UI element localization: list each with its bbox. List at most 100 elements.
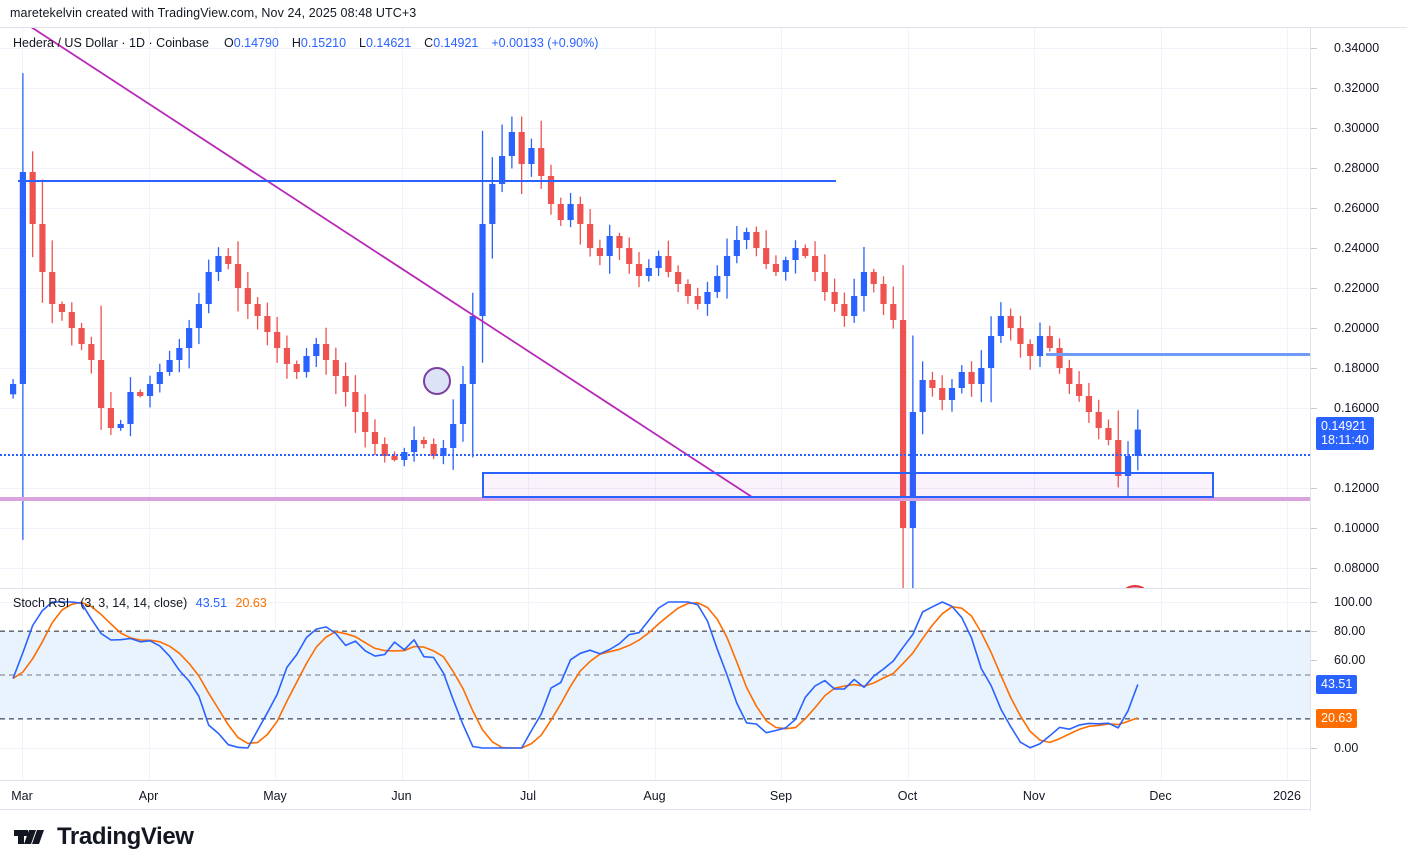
resistance-line-020[interactable] — [1046, 353, 1310, 356]
candle-body — [381, 444, 388, 456]
candle-body — [450, 424, 457, 448]
price-axis-tick-label: 0.28000 — [1334, 161, 1380, 175]
candle-body — [968, 372, 975, 384]
candle-body — [890, 304, 897, 320]
stoch-axis-tick — [1311, 660, 1317, 662]
candle-body — [723, 256, 731, 276]
candle-body — [665, 256, 672, 272]
candle-body — [675, 272, 682, 284]
stoch-k-badge[interactable]: 43.51 — [1316, 675, 1358, 695]
candle-body — [410, 440, 418, 452]
time-gridline — [908, 28, 909, 588]
candle-body — [1007, 316, 1014, 328]
candle-body — [225, 256, 232, 264]
attribution-text: maretekelvin created with TradingView.co… — [10, 6, 417, 20]
time-axis-label: Mar — [11, 789, 33, 803]
candle-body — [499, 156, 506, 184]
candle-body — [234, 264, 242, 288]
resistance-line-029[interactable] — [18, 180, 836, 182]
candle-body — [743, 232, 750, 240]
candle-body — [313, 344, 320, 356]
price-axis-tick — [1311, 328, 1317, 329]
stoch-axis-tick — [1311, 602, 1317, 603]
candle-body — [538, 148, 545, 176]
candle-body — [420, 440, 427, 444]
candle-body — [645, 268, 652, 276]
bar-countdown: 18:11:40 — [1321, 432, 1369, 447]
price-axis-tick-label: 0.08000 — [1334, 561, 1380, 575]
candle-body — [469, 316, 476, 384]
candle-body — [107, 408, 114, 428]
candle-body — [10, 384, 17, 395]
time-gridline — [1034, 28, 1035, 588]
current-price-value: 0.14921 — [1321, 418, 1367, 433]
candle-body — [362, 412, 369, 432]
stoch-rsi-pane[interactable]: Stoch RSI (3, 3, 14, 14, close) 43.51 20… — [0, 590, 1310, 780]
price-axis-tick — [1311, 568, 1317, 569]
candle-body — [587, 224, 594, 248]
time-axis-label: 2026 — [1273, 789, 1301, 803]
time-gridline — [402, 28, 403, 588]
candle-body — [528, 148, 535, 164]
time-axis[interactable]: Mar Apr May Jun Jul Aug Sep Oct Nov Dec 2026 — [0, 780, 1310, 811]
candle-body — [606, 236, 613, 256]
candle-body — [19, 172, 26, 384]
candle-body — [489, 184, 496, 224]
candle-body — [479, 224, 486, 316]
candle-body — [1066, 368, 1073, 384]
stoch-rsi-d-line — [12, 601, 1139, 749]
circle-marker[interactable] — [423, 367, 451, 395]
candle-body — [186, 328, 193, 348]
support-line-purple[interactable] — [0, 497, 1310, 501]
stoch-rsi-k-line — [12, 601, 1139, 749]
candle-body — [1115, 440, 1122, 476]
candle-body — [880, 284, 887, 304]
candle-body — [29, 172, 36, 224]
candle-body — [704, 292, 711, 304]
time-axis-label: Sep — [769, 789, 793, 803]
descending-trendline[interactable] — [28, 28, 753, 498]
time-axis-label: Jun — [391, 789, 412, 803]
demand-zone-box[interactable] — [482, 472, 1214, 498]
current-price-badge[interactable]: 0.14921 18:11:40 — [1316, 416, 1374, 450]
candle-body — [137, 392, 144, 396]
price-axis[interactable]: 0.34000 0.32000 0.30000 0.28000 0.26000 0.240… — [1310, 28, 1407, 811]
candle-body — [264, 316, 271, 332]
candle-body — [997, 316, 1004, 336]
candle-body — [684, 284, 692, 296]
candle-body — [821, 272, 828, 292]
stoch-rsi-svg — [0, 601, 1310, 749]
candle-body — [929, 380, 936, 388]
candle-body — [958, 372, 965, 388]
candle-body — [978, 368, 985, 384]
candle-body — [1085, 396, 1092, 412]
current-price-line — [0, 454, 1310, 456]
stoch-d-badge[interactable]: 20.63 — [1316, 708, 1358, 728]
candle-body — [1105, 428, 1112, 440]
price-axis-tick — [1311, 88, 1317, 89]
candle-body — [939, 388, 946, 400]
price-axis-tick-label: 0.34000 — [1334, 41, 1380, 55]
time-gridline — [1287, 28, 1288, 588]
candle-body — [831, 292, 838, 304]
candle-body — [851, 296, 858, 316]
stoch-axis-tick-label: 60.00 — [1334, 653, 1366, 668]
candle-body — [782, 260, 789, 272]
candle-body — [596, 248, 603, 256]
candle-body — [811, 256, 819, 272]
price-axis-tick — [1311, 488, 1317, 489]
price-pane[interactable]: Hedera / US Dollar · 1D · Coinbase O0.14… — [0, 28, 1310, 589]
price-axis-tick-label: 0.12000 — [1334, 481, 1380, 495]
candle-body — [146, 384, 154, 396]
candle-body — [733, 240, 740, 256]
stoch-axis-tick-label: 0.00 — [1334, 741, 1359, 755]
candle-body — [283, 348, 291, 364]
price-axis-tick — [1311, 368, 1317, 369]
price-axis-tick — [1311, 528, 1317, 529]
tradingview-wordmark: TradingView — [57, 823, 194, 850]
time-axis-label: Dec — [1149, 789, 1172, 803]
stoch-gridline — [0, 719, 1310, 720]
stoch-gridline — [0, 602, 1310, 603]
candle-body — [401, 452, 408, 460]
price-axis-tick-label: 0.22000 — [1334, 281, 1380, 295]
